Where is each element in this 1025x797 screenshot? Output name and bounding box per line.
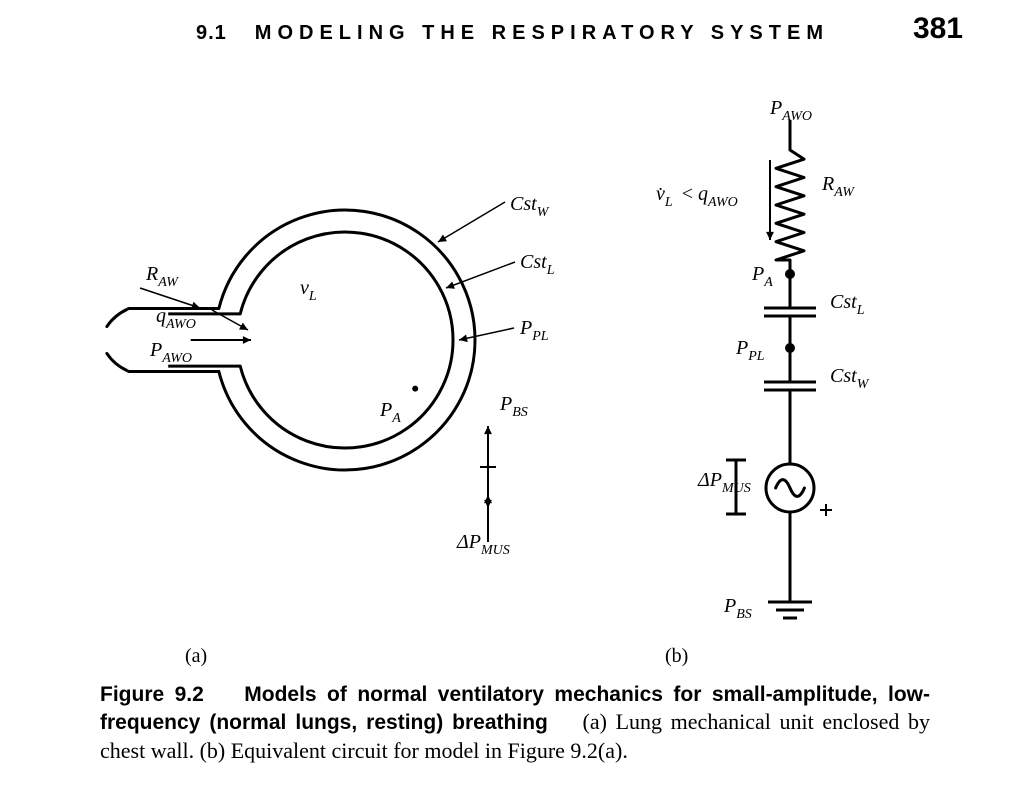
svg-text:RAW: RAW [145, 263, 179, 290]
svg-text:vL: vL [300, 277, 317, 304]
figure-caption: Figure 9.2 Models of normal ventilatory … [100, 680, 930, 764]
svg-text:CstW: CstW [510, 193, 550, 220]
svg-text:CstL: CstL [830, 291, 865, 318]
section-title: MODELING THE RESPIRATORY SYSTEM [255, 22, 829, 44]
sublabel-a: (a) [185, 645, 207, 668]
svg-text:PAWO: PAWO [769, 97, 812, 124]
svg-text:PA: PA [379, 399, 401, 426]
caption-figure-label: Figure 9.2 [100, 683, 204, 706]
section-number: 9.1 [196, 22, 227, 44]
running-header: 9.1 MODELING THE RESPIRATORY SYSTEM [0, 22, 1025, 45]
figure-svg: RAWqAWOPAWOvLPACstWCstLPPLPBSΔPMUSRAWCst… [0, 90, 1025, 660]
figure-9-2: RAWqAWOPAWOvLPACstWCstLPPLPBSΔPMUSRAWCst… [0, 90, 1025, 660]
svg-text:v̇L < qAWO: v̇L < qAWO [656, 183, 738, 210]
svg-text:CstW: CstW [830, 365, 870, 392]
page-number: 381 [913, 12, 963, 46]
svg-text:RAW: RAW [821, 173, 855, 200]
svg-text:PBS: PBS [499, 393, 528, 420]
svg-text:PAWO: PAWO [149, 339, 192, 366]
svg-text:PPL: PPL [519, 317, 549, 344]
svg-text:PBS: PBS [723, 595, 752, 622]
sublabel-b: (b) [665, 645, 688, 668]
svg-text:ΔPMUS: ΔPMUS [697, 469, 751, 496]
svg-text:PA: PA [751, 263, 773, 290]
page: 9.1 MODELING THE RESPIRATORY SYSTEM 381 … [0, 0, 1025, 797]
svg-text:CstL: CstL [520, 251, 555, 278]
svg-text:PPL: PPL [735, 337, 765, 364]
svg-text:ΔPMUS: ΔPMUS [456, 531, 510, 558]
